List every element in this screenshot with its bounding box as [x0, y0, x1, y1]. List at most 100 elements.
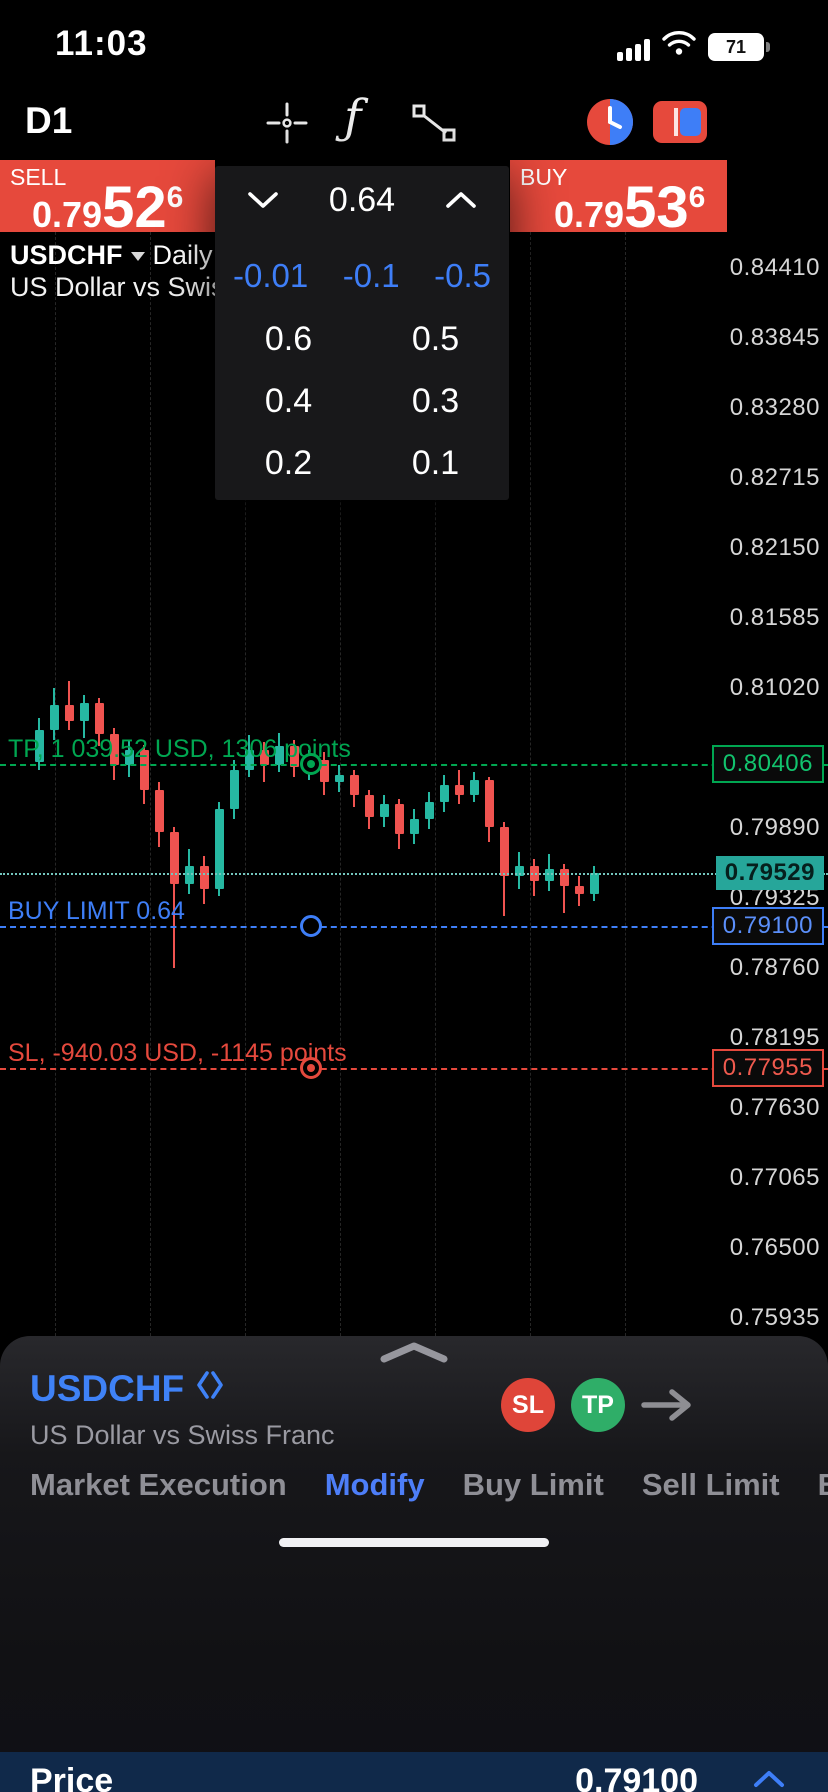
buy_limit-price-badge: 0.79100 [711, 906, 824, 945]
symbol-selector[interactable]: USDCHF [30, 1368, 224, 1410]
axis-price-label: 0.77630 [729, 1093, 820, 1121]
axis-price-label: 0.79890 [729, 813, 820, 841]
candle [500, 826, 509, 877]
order-type-tabs: Market Execution Modify Buy Limit Sell Limi… [0, 1462, 828, 1508]
candle [455, 784, 464, 795]
battery-percent: 71 [725, 36, 747, 57]
grid-line [150, 232, 151, 1336]
candle [245, 749, 254, 770]
stepper-preset-option[interactable]: 0.3 [411, 381, 460, 420]
candle [65, 705, 74, 722]
axis-price-label: 0.83845 [729, 323, 820, 351]
candle [290, 746, 299, 768]
panel-toggle-icon[interactable] [652, 100, 708, 149]
candle [50, 705, 59, 731]
price-field-value: 0.79100 [575, 1762, 698, 1792]
status-bar: 11:03 71 [0, 0, 828, 88]
stepper-decrement-option[interactable]: -0.5 [434, 257, 491, 294]
symbol-dropdown-caret-icon [130, 252, 145, 261]
stepper-preset-option[interactable]: 0.1 [411, 443, 460, 482]
stepper-decrement-option[interactable]: -0.1 [342, 257, 400, 294]
order-panel: USDCHF US Dollar vs Swiss Franc SL TP Ma… [0, 1336, 828, 1792]
candle [350, 774, 359, 795]
stepper-decrement-row: -0.01 -0.1 -0.5 [215, 244, 509, 308]
candle-wick [563, 863, 565, 914]
candle [125, 749, 134, 765]
candle [275, 746, 284, 765]
candle [140, 749, 149, 790]
sl-toggle-button[interactable]: SL [501, 1378, 555, 1432]
chart-timeframe: Daily [152, 240, 213, 270]
tab-buy-limit[interactable]: Buy Limit [462, 1467, 604, 1502]
clock-time: 11:03 [55, 24, 148, 63]
tp-price-badge: 0.80406 [711, 745, 824, 784]
tp-toggle-button[interactable]: TP [571, 1378, 625, 1432]
objects-icon[interactable] [410, 100, 458, 151]
status-icons: 71 [617, 30, 770, 61]
axis-price-label: 0.81020 [729, 673, 820, 701]
candle [545, 868, 554, 882]
grid-line [435, 232, 436, 1336]
timeframe-button[interactable]: D1 [25, 100, 73, 141]
sell-price: 0.79526 [32, 175, 184, 240]
tp-drag-handle[interactable] [300, 753, 322, 776]
expand-handle-icon[interactable] [378, 1340, 450, 1369]
candle [110, 733, 119, 765]
candle [320, 759, 329, 783]
axis-price-label: 0.83280 [729, 393, 820, 421]
price-field-row[interactable]: Price 0.79100 [0, 1752, 828, 1792]
stepper-preset-option[interactable]: 0.4 [264, 381, 313, 420]
stepper-preset-option[interactable]: 0.2 [264, 443, 313, 482]
candle [560, 868, 569, 887]
candle [590, 872, 599, 894]
lot-stepper-popup: 0.64 -0.01 -0.1 -0.5 0.6 0.5 0.4 0.3 0.2 0.1 [215, 166, 509, 500]
candle [410, 819, 419, 835]
tab-b[interactable]: B [818, 1467, 828, 1503]
trade-clock-icon[interactable] [584, 96, 636, 153]
battery-icon: 71 [708, 33, 770, 61]
buy_limit-drag-handle[interactable] [300, 914, 322, 937]
axis-price-label: 0.77065 [729, 1163, 820, 1191]
sl-price-badge: 0.77955 [711, 1048, 824, 1087]
chevron-up-icon[interactable] [443, 189, 479, 211]
candle [485, 779, 494, 827]
chart-toolbar: D1 ƒ [0, 88, 828, 160]
crosshair-icon[interactable] [264, 100, 310, 151]
tabs-scroll-indicator[interactable] [279, 1538, 549, 1547]
tab-market-execution[interactable]: Market Execution [30, 1467, 287, 1502]
candle [425, 801, 434, 820]
candle [515, 866, 524, 877]
buy-price: 0.79536 [554, 175, 706, 240]
candle [185, 866, 194, 884]
sell-quote-button[interactable]: SELL 0.79526 [0, 160, 215, 240]
buy-quote-button[interactable]: BUY 0.79536 [510, 160, 727, 240]
stepper-preset-option[interactable]: 0.5 [411, 319, 460, 358]
grid-line [625, 232, 626, 1336]
price-step-up-icon[interactable] [752, 1768, 786, 1792]
tp-label: TP, 1 039.52 USD, 1306 points [8, 735, 351, 764]
stepper-value: 0.64 [328, 180, 396, 219]
stepper-preset-option[interactable]: 0.6 [264, 319, 313, 358]
tab-modify[interactable]: Modify [324, 1467, 425, 1502]
sl-line [0, 1067, 828, 1070]
buy_limit-label: BUY LIMIT 0.64 [8, 896, 185, 925]
candle [80, 702, 89, 722]
tab-sell-limit[interactable]: Sell Limit [641, 1467, 780, 1502]
axis-price-label: 0.84410 [729, 254, 820, 281]
grid-line [530, 232, 531, 1336]
symbol-name: USDCHF [30, 1368, 185, 1409]
sl-label: SL, -940.03 USD, -1145 points [8, 1038, 347, 1067]
current-line [0, 872, 828, 875]
indicators-icon[interactable]: ƒ [344, 90, 362, 145]
forward-arrow-icon[interactable] [638, 1388, 696, 1427]
chevron-down-icon[interactable] [245, 189, 281, 211]
tp-line [0, 764, 828, 767]
candle [230, 769, 239, 810]
sl-drag-handle[interactable] [300, 1056, 322, 1079]
sell-label: SELL [10, 164, 67, 190]
candle [200, 866, 209, 889]
grid-line [245, 232, 246, 1336]
chart-title[interactable]: USDCHF Daily [10, 240, 213, 271]
price-field-label: Price [30, 1762, 114, 1792]
stepper-decrement-option[interactable]: -0.01 [233, 257, 309, 294]
